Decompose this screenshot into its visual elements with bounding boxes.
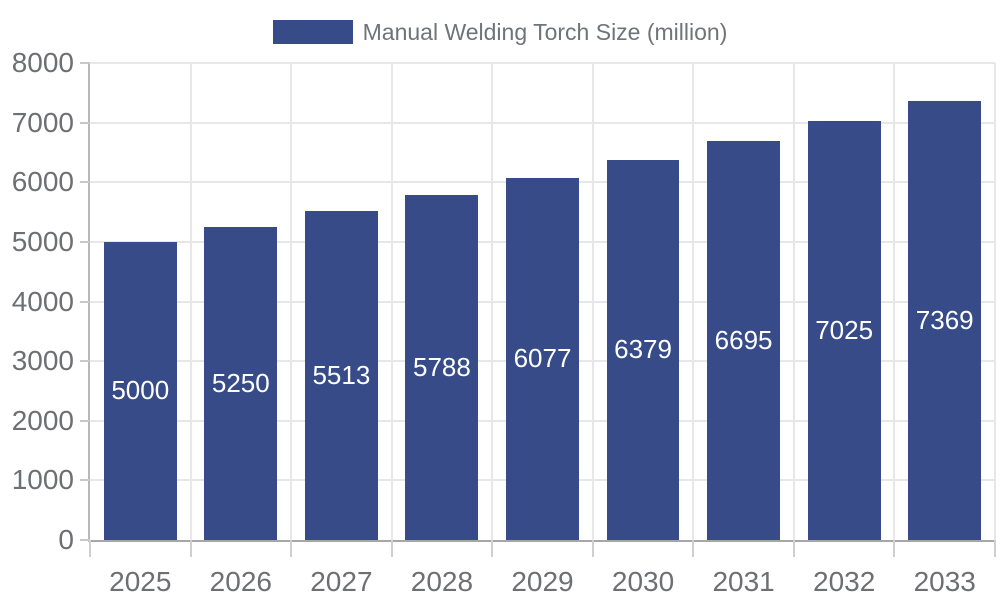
gridline-vertical <box>491 63 494 540</box>
y-axis-tick <box>80 360 90 363</box>
bar-value-label: 6379 <box>614 334 672 365</box>
gridline-vertical <box>893 63 896 540</box>
y-axis-tick-label: 3000 <box>11 345 74 377</box>
x-axis-tick <box>390 540 393 557</box>
bar-value-label: 7025 <box>815 315 874 346</box>
gridline-vertical <box>390 63 393 540</box>
x-axis-tick <box>792 540 795 557</box>
bar-2030[interactable]: 6379 <box>606 159 680 540</box>
gridline-vertical <box>994 63 996 540</box>
bar-2029[interactable]: 6077 <box>506 177 579 540</box>
x-axis-tick <box>491 540 494 557</box>
x-axis-tick-label: 2030 <box>611 566 675 597</box>
bar-value-label: 6695 <box>714 324 773 355</box>
y-axis-tick-label: 5000 <box>11 225 74 257</box>
x-axis-tick <box>591 540 594 557</box>
bar-value-label: 5788 <box>413 351 471 382</box>
bar-2026[interactable]: 5250 <box>204 226 278 540</box>
bar-value-label: 7369 <box>915 304 974 335</box>
legend[interactable]: Manual Welding Torch Size (million) <box>0 17 1000 47</box>
x-axis-tick <box>89 540 91 557</box>
x-axis-tick-label: 2026 <box>209 566 272 597</box>
bar-value-label: 5000 <box>111 375 170 406</box>
bar-value-label: 5250 <box>211 367 270 398</box>
gridline-vertical <box>290 63 293 540</box>
gridline-vertical <box>189 63 192 540</box>
bar-2032[interactable]: 7025 <box>807 121 881 540</box>
gridline-vertical <box>591 63 594 540</box>
gridline-vertical <box>792 63 795 540</box>
x-axis-tick-label: 2031 <box>712 566 775 597</box>
y-axis-tick-label: 1000 <box>11 464 74 496</box>
x-axis-tick-label: 2025 <box>109 566 172 597</box>
bar-value-label: 6077 <box>513 343 572 374</box>
y-axis-tick <box>80 479 90 482</box>
y-axis-tick <box>80 181 90 184</box>
x-axis-tick <box>893 540 896 557</box>
x-axis-tick-label: 2028 <box>410 566 474 597</box>
bar-2033[interactable]: 7369 <box>908 100 982 540</box>
y-axis-tick <box>80 240 90 243</box>
y-axis-tick-label: 0 <box>58 524 74 555</box>
y-axis-tick <box>80 539 90 541</box>
y-axis-tick <box>80 300 90 303</box>
bar-2025[interactable]: 5000 <box>103 241 177 540</box>
x-axis-tick <box>692 540 695 557</box>
gridline-horizontal <box>90 62 995 64</box>
gridline-vertical <box>692 63 695 540</box>
y-axis-tick <box>80 62 90 64</box>
bar-2027[interactable]: 5513 <box>304 211 378 540</box>
bar-2031[interactable]: 6695 <box>707 140 781 540</box>
y-axis-tick-label: 2000 <box>11 404 74 436</box>
x-axis-tick-label: 2033 <box>913 566 976 597</box>
x-axis-tick <box>189 540 192 557</box>
y-axis-tick-label: 6000 <box>11 166 74 198</box>
y-axis-tick <box>80 419 90 422</box>
y-axis-tick <box>80 121 90 124</box>
x-axis-tick-label: 2027 <box>310 566 373 597</box>
plot-area: 0 1000 2000 3000 4000 5000 6000 7000 8000 2025 202… <box>12 48 996 597</box>
y-axis-tick-label: 8000 <box>11 47 74 78</box>
x-axis-tick-label: 2032 <box>813 566 876 597</box>
y-axis-tick-label: 4000 <box>11 285 74 317</box>
legend-label: Manual Welding Torch Size (million) <box>362 18 728 45</box>
bar-2028[interactable]: 5788 <box>405 194 479 540</box>
y-axis-tick-label: 7000 <box>11 106 74 138</box>
x-axis-tick <box>290 540 293 557</box>
x-axis-tick-label: 2029 <box>511 566 574 597</box>
x-axis-tick <box>994 540 996 557</box>
legend-swatch <box>272 20 353 44</box>
gridline-horizontal <box>90 121 995 124</box>
bar-value-label: 5513 <box>312 360 371 391</box>
